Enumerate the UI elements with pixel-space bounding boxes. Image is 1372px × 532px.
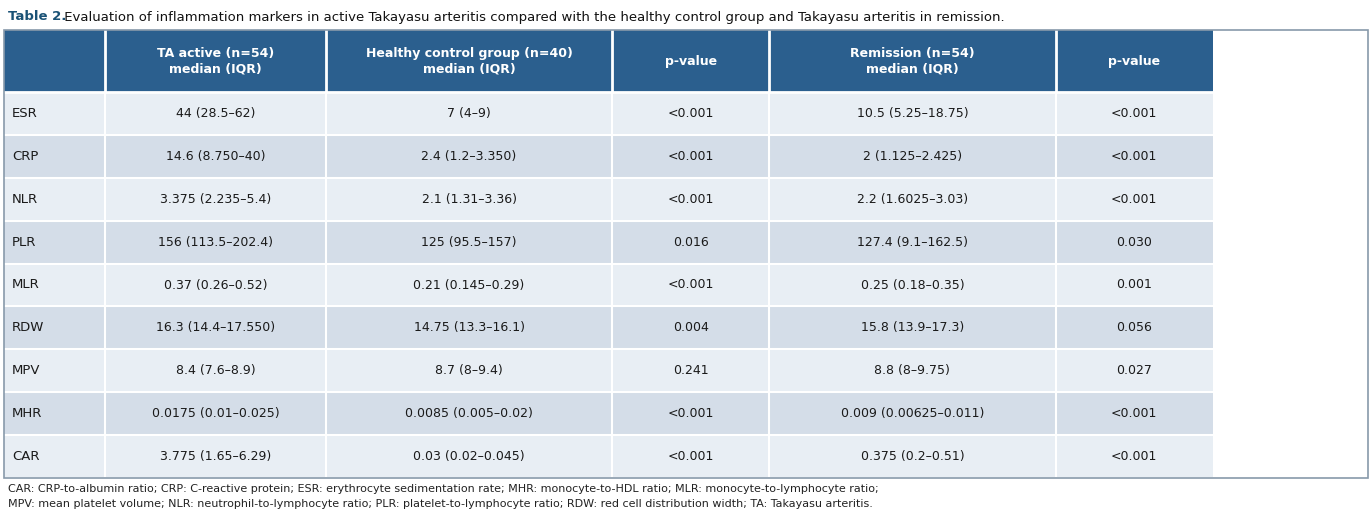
Text: MLR: MLR — [12, 278, 40, 292]
Text: 14.6 (8.750–40): 14.6 (8.750–40) — [166, 150, 265, 163]
Bar — [4, 306, 104, 350]
Bar — [1055, 30, 1213, 92]
Bar — [770, 306, 1055, 350]
Text: 2.1 (1.31–3.36): 2.1 (1.31–3.36) — [421, 193, 517, 206]
Bar — [4, 4, 1368, 30]
Text: 2.2 (1.6025–3.03): 2.2 (1.6025–3.03) — [858, 193, 969, 206]
Bar — [327, 135, 612, 178]
Bar — [327, 30, 612, 92]
Text: 127.4 (9.1–162.5): 127.4 (9.1–162.5) — [858, 236, 967, 248]
Bar — [104, 178, 327, 221]
Bar — [770, 92, 1055, 135]
Bar — [4, 135, 104, 178]
Text: Evaluation of inflammation markers in active Takayasu arteritis compared with th: Evaluation of inflammation markers in ac… — [60, 11, 1004, 23]
Bar — [327, 263, 612, 306]
Text: CAR: CRP-to-albumin ratio; CRP: C-reactive protein; ESR: erythrocyte sedimentati: CAR: CRP-to-albumin ratio; CRP: C-reacti… — [8, 484, 878, 494]
Bar — [4, 435, 104, 478]
Text: p-value: p-value — [664, 54, 716, 68]
Bar — [612, 350, 770, 392]
Text: 7 (4–9): 7 (4–9) — [447, 107, 491, 120]
Text: 0.0175 (0.01–0.025): 0.0175 (0.01–0.025) — [152, 407, 280, 420]
Bar — [4, 30, 1368, 478]
Bar — [104, 350, 327, 392]
Text: 0.004: 0.004 — [672, 321, 709, 335]
Bar — [104, 30, 327, 92]
Bar — [327, 306, 612, 350]
Text: 2.4 (1.2–3.350): 2.4 (1.2–3.350) — [421, 150, 517, 163]
Bar — [4, 221, 104, 263]
Text: Remission (n=54)
median (IQR): Remission (n=54) median (IQR) — [851, 46, 974, 76]
Text: 10.5 (5.25–18.75): 10.5 (5.25–18.75) — [856, 107, 969, 120]
Bar — [104, 221, 327, 263]
Text: MHR: MHR — [12, 407, 43, 420]
Text: RDW: RDW — [12, 321, 44, 335]
Text: 2 (1.125–2.425): 2 (1.125–2.425) — [863, 150, 962, 163]
Text: 16.3 (14.4–17.550): 16.3 (14.4–17.550) — [156, 321, 274, 335]
Text: <0.001: <0.001 — [668, 193, 713, 206]
Text: <0.001: <0.001 — [1111, 450, 1157, 463]
Bar — [4, 350, 104, 392]
Bar — [612, 135, 770, 178]
Text: <0.001: <0.001 — [1111, 150, 1157, 163]
Text: Healthy control group (n=40)
median (IQR): Healthy control group (n=40) median (IQR… — [366, 46, 572, 76]
Text: <0.001: <0.001 — [1111, 407, 1157, 420]
Text: 15.8 (13.9–17.3): 15.8 (13.9–17.3) — [860, 321, 965, 335]
Bar — [770, 435, 1055, 478]
Bar — [1055, 435, 1213, 478]
Bar — [1055, 350, 1213, 392]
Bar — [4, 392, 104, 435]
Text: 8.8 (8–9.75): 8.8 (8–9.75) — [874, 364, 951, 377]
Text: NLR: NLR — [12, 193, 38, 206]
Text: 0.001: 0.001 — [1117, 278, 1152, 292]
Text: <0.001: <0.001 — [1111, 193, 1157, 206]
Text: 3.775 (1.65–6.29): 3.775 (1.65–6.29) — [159, 450, 272, 463]
Text: MPV: MPV — [12, 364, 41, 377]
Text: 0.009 (0.00625–0.011): 0.009 (0.00625–0.011) — [841, 407, 984, 420]
Text: 0.030: 0.030 — [1117, 236, 1152, 248]
Bar — [770, 178, 1055, 221]
Bar — [770, 221, 1055, 263]
Text: 125 (95.5–157): 125 (95.5–157) — [421, 236, 517, 248]
Text: 0.016: 0.016 — [672, 236, 709, 248]
Bar — [612, 435, 770, 478]
Text: 14.75 (13.3–16.1): 14.75 (13.3–16.1) — [413, 321, 524, 335]
Bar — [4, 263, 104, 306]
Text: 0.241: 0.241 — [672, 364, 708, 377]
Text: Table 2.: Table 2. — [8, 11, 66, 23]
Bar — [612, 92, 770, 135]
Bar — [327, 350, 612, 392]
Bar — [770, 30, 1055, 92]
Bar — [104, 435, 327, 478]
Bar — [1055, 392, 1213, 435]
Bar — [770, 350, 1055, 392]
Text: TA active (n=54)
median (IQR): TA active (n=54) median (IQR) — [156, 46, 274, 76]
Bar — [327, 178, 612, 221]
Bar — [770, 263, 1055, 306]
Bar — [770, 135, 1055, 178]
Bar — [4, 178, 104, 221]
Bar — [1055, 263, 1213, 306]
Text: 0.056: 0.056 — [1117, 321, 1152, 335]
Bar — [104, 392, 327, 435]
Text: 0.0085 (0.005–0.02): 0.0085 (0.005–0.02) — [405, 407, 534, 420]
Bar — [612, 306, 770, 350]
Text: <0.001: <0.001 — [668, 407, 713, 420]
Text: <0.001: <0.001 — [668, 450, 713, 463]
Bar — [1055, 221, 1213, 263]
Text: <0.001: <0.001 — [668, 107, 713, 120]
Bar — [1055, 92, 1213, 135]
Text: <0.001: <0.001 — [668, 278, 713, 292]
Bar — [1055, 178, 1213, 221]
Text: <0.001: <0.001 — [668, 150, 713, 163]
Bar — [327, 435, 612, 478]
Bar — [327, 392, 612, 435]
Text: PLR: PLR — [12, 236, 37, 248]
Bar — [1055, 135, 1213, 178]
Text: 0.027: 0.027 — [1117, 364, 1152, 377]
Bar — [612, 221, 770, 263]
Text: ESR: ESR — [12, 107, 38, 120]
Bar — [327, 92, 612, 135]
Text: MPV: mean platelet volume; NLR: neutrophil-to-lymphocyte ratio; PLR: platelet-to: MPV: mean platelet volume; NLR: neutroph… — [8, 499, 873, 509]
Text: 0.37 (0.26–0.52): 0.37 (0.26–0.52) — [163, 278, 268, 292]
Text: 0.375 (0.2–0.51): 0.375 (0.2–0.51) — [860, 450, 965, 463]
